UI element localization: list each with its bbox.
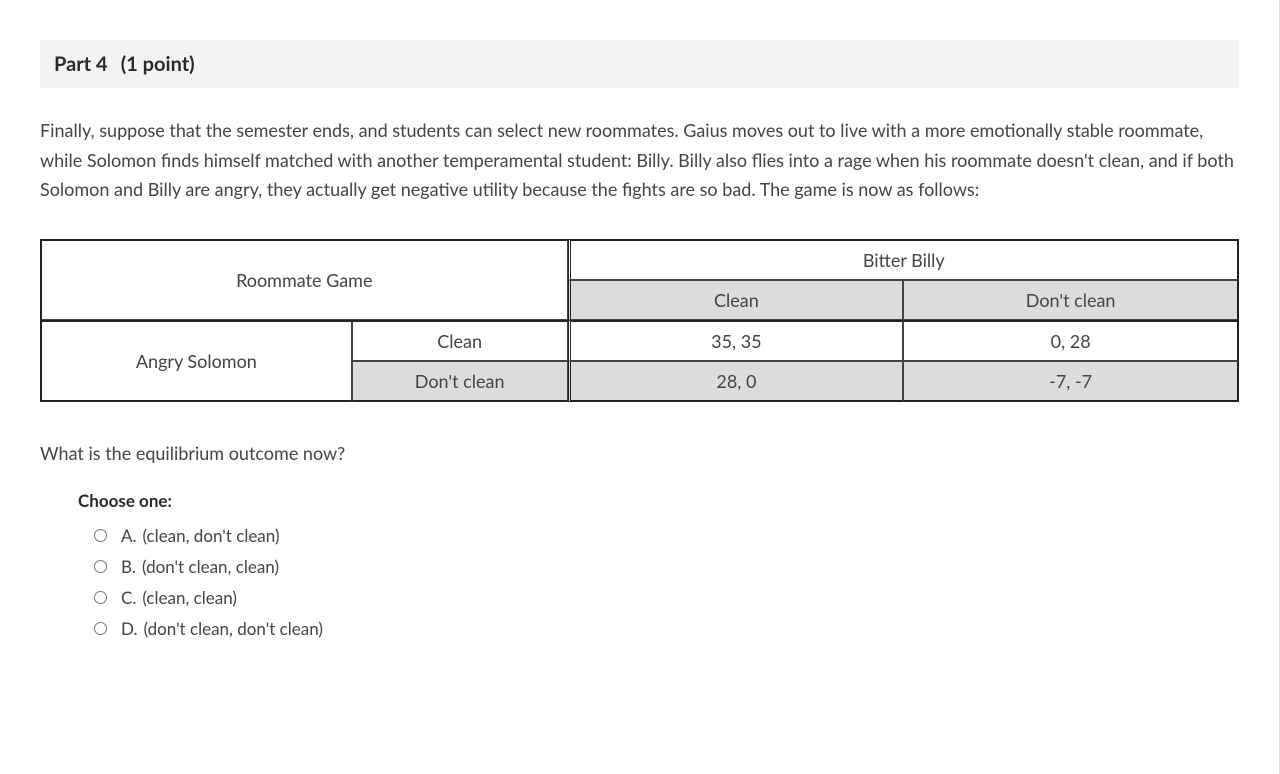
choose-one-label: Choose one: xyxy=(78,490,1239,511)
payoff-r0c1: 0, 28 xyxy=(903,320,1239,361)
row-strat-0: Clean xyxy=(352,320,568,361)
table-title-cell: Roommate Game xyxy=(40,239,568,320)
part-header: Part 4 (1 point) xyxy=(40,40,1239,88)
col-strat-0: Clean xyxy=(568,280,904,320)
question-prompt: What is the equilibrium outcome now? xyxy=(40,442,1239,464)
option-letter-a: A. xyxy=(121,525,137,546)
option-letter-c: C. xyxy=(121,587,136,608)
row-player-cell: Angry Solomon xyxy=(40,320,352,402)
option-d[interactable]: D. (don't clean, don't clean) xyxy=(94,618,1239,639)
radio-d[interactable] xyxy=(94,622,107,635)
option-letter-d: D. xyxy=(121,618,138,639)
option-b[interactable]: B. (don't clean, clean) xyxy=(94,556,1239,577)
col-player-cell: Bitter Billy xyxy=(568,239,1239,280)
payoff-table: Roommate Game Bitter Billy Clean Don't c… xyxy=(40,239,1239,402)
part-points: (1 point) xyxy=(121,52,195,76)
options-group: A. (clean, don't clean) B. (don't clean,… xyxy=(94,525,1239,639)
row-strat-1: Don't clean xyxy=(352,361,568,402)
option-text-a: (clean, don't clean) xyxy=(143,525,280,546)
option-text-c: (clean, clean) xyxy=(142,587,237,608)
option-c[interactable]: C. (clean, clean) xyxy=(94,587,1239,608)
payoff-r0c0: 35, 35 xyxy=(568,320,904,361)
option-text-b: (don't clean, clean) xyxy=(142,556,279,577)
radio-a[interactable] xyxy=(94,529,107,542)
radio-c[interactable] xyxy=(94,591,107,604)
question-content: Part 4 (1 point) Finally, suppose that t… xyxy=(0,0,1280,774)
option-text-d: (don't clean, don't clean) xyxy=(144,618,323,639)
col-strat-1: Don't clean xyxy=(903,280,1239,320)
part-label: Part 4 xyxy=(54,52,108,76)
payoff-r1c0: 28, 0 xyxy=(568,361,904,402)
payoff-r1c1: -7, -7 xyxy=(903,361,1239,402)
option-letter-b: B. xyxy=(121,556,136,577)
question-description: Finally, suppose that the semester ends,… xyxy=(40,116,1239,205)
part-header-text: Part 4 (1 point) xyxy=(54,52,1225,76)
option-a[interactable]: A. (clean, don't clean) xyxy=(94,525,1239,546)
radio-b[interactable] xyxy=(94,560,107,573)
